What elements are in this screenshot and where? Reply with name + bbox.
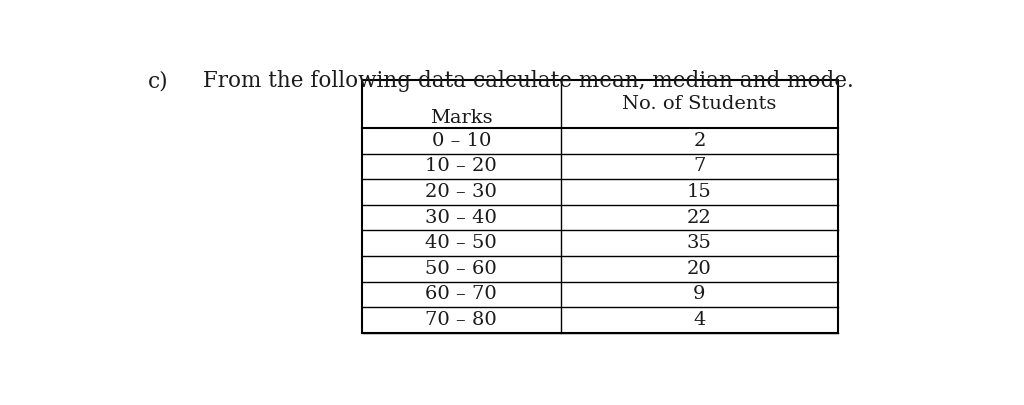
Text: No. of Students: No. of Students [623, 95, 776, 113]
Text: 22: 22 [687, 209, 712, 227]
Text: 35: 35 [687, 234, 712, 252]
Text: 30 – 40: 30 – 40 [425, 209, 498, 227]
Text: 20: 20 [687, 260, 712, 278]
Text: 60 – 70: 60 – 70 [425, 286, 498, 303]
Text: From the following data calculate mean, median and mode.: From the following data calculate mean, … [204, 70, 854, 92]
Text: 40 – 50: 40 – 50 [425, 234, 498, 252]
Text: 9: 9 [693, 286, 706, 303]
Text: 4: 4 [693, 311, 706, 329]
Text: 2: 2 [693, 132, 706, 150]
Text: c): c) [147, 70, 169, 92]
Text: 0 – 10: 0 – 10 [432, 132, 490, 150]
Text: 10 – 20: 10 – 20 [425, 158, 498, 175]
Text: 7: 7 [693, 158, 706, 175]
Text: Marks: Marks [430, 109, 493, 128]
Text: 70 – 80: 70 – 80 [425, 311, 498, 329]
Text: 20 – 30: 20 – 30 [425, 183, 498, 201]
Text: 15: 15 [687, 183, 712, 201]
Text: 50 – 60: 50 – 60 [425, 260, 498, 278]
